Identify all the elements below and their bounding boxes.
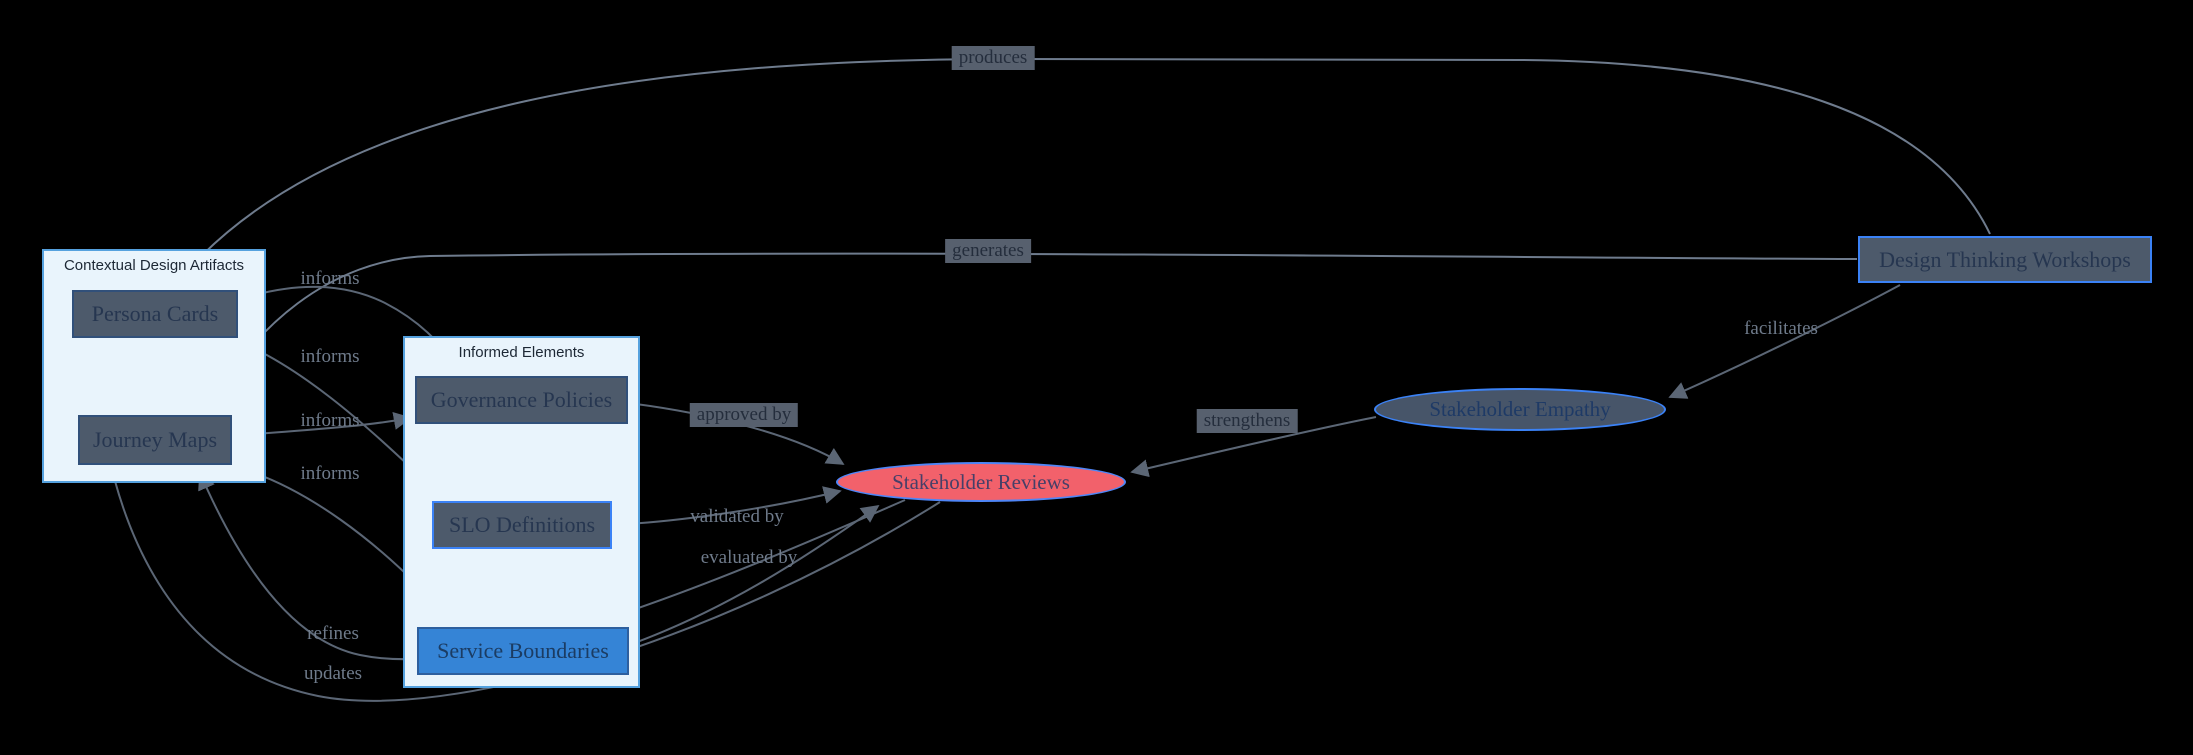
edge-validated-by bbox=[611, 486, 842, 526]
edge-label-facilitates: facilitates bbox=[1744, 318, 1818, 339]
cluster-informed-label: Informed Elements bbox=[458, 344, 585, 361]
edge-label-informs-2: informs bbox=[300, 346, 360, 367]
edge-label-updates: updates bbox=[303, 663, 363, 684]
edge-label-refines: refines bbox=[307, 623, 359, 644]
edge-label-strengthens: strengthens bbox=[1196, 409, 1298, 433]
edge-produces bbox=[174, 57, 1991, 286]
node-slo-definitions: SLO Definitions bbox=[432, 501, 612, 549]
node-journey-maps: Journey Maps bbox=[78, 415, 232, 465]
node-persona-cards: Persona Cards bbox=[72, 290, 238, 338]
node-design-thinking-workshops-label: Design Thinking Workshops bbox=[1879, 246, 2131, 272]
node-stakeholder-empathy-label: Stakeholder Empathy bbox=[1429, 397, 1611, 421]
edge-generates bbox=[209, 252, 1858, 410]
edge-label-validated-by: validated by bbox=[690, 506, 784, 527]
node-persona-cards-label: Persona Cards bbox=[91, 301, 219, 326]
node-stakeholder-empathy: Stakeholder Empathy bbox=[1374, 388, 1666, 431]
edge-updates bbox=[86, 346, 941, 702]
node-service-boundaries-label: Service Boundaries bbox=[437, 638, 609, 663]
edge-label-informs-1: informs bbox=[300, 268, 360, 289]
edge-label-approved-by: approved by bbox=[689, 403, 799, 427]
edge-label-evaluated-by: evaluated by bbox=[700, 547, 798, 568]
node-governance-policies-label: Governance Policies bbox=[430, 387, 613, 412]
edge-label-produces: produces bbox=[951, 46, 1035, 70]
node-governance-policies: Governance Policies bbox=[415, 376, 628, 424]
edge-evaluated-by bbox=[628, 504, 880, 646]
edge-label-generates: generates bbox=[945, 239, 1031, 263]
node-stakeholder-reviews: Stakeholder Reviews bbox=[836, 462, 1126, 502]
node-design-thinking-workshops: Design Thinking Workshops bbox=[1858, 236, 2152, 283]
edge-label-informs-3: informs bbox=[300, 410, 360, 431]
node-journey-maps-label: Journey Maps bbox=[92, 427, 218, 452]
edge-facilitates bbox=[1668, 284, 1901, 399]
node-slo-definitions-label: SLO Definitions bbox=[448, 512, 596, 537]
cluster-contextual-label: Contextual Design Artifacts bbox=[63, 257, 245, 274]
node-service-boundaries: Service Boundaries bbox=[417, 627, 629, 675]
node-stakeholder-reviews-label: Stakeholder Reviews bbox=[892, 469, 1070, 494]
edge-strengthens bbox=[1130, 416, 1377, 478]
edge-label-informs-4: informs bbox=[300, 463, 360, 484]
